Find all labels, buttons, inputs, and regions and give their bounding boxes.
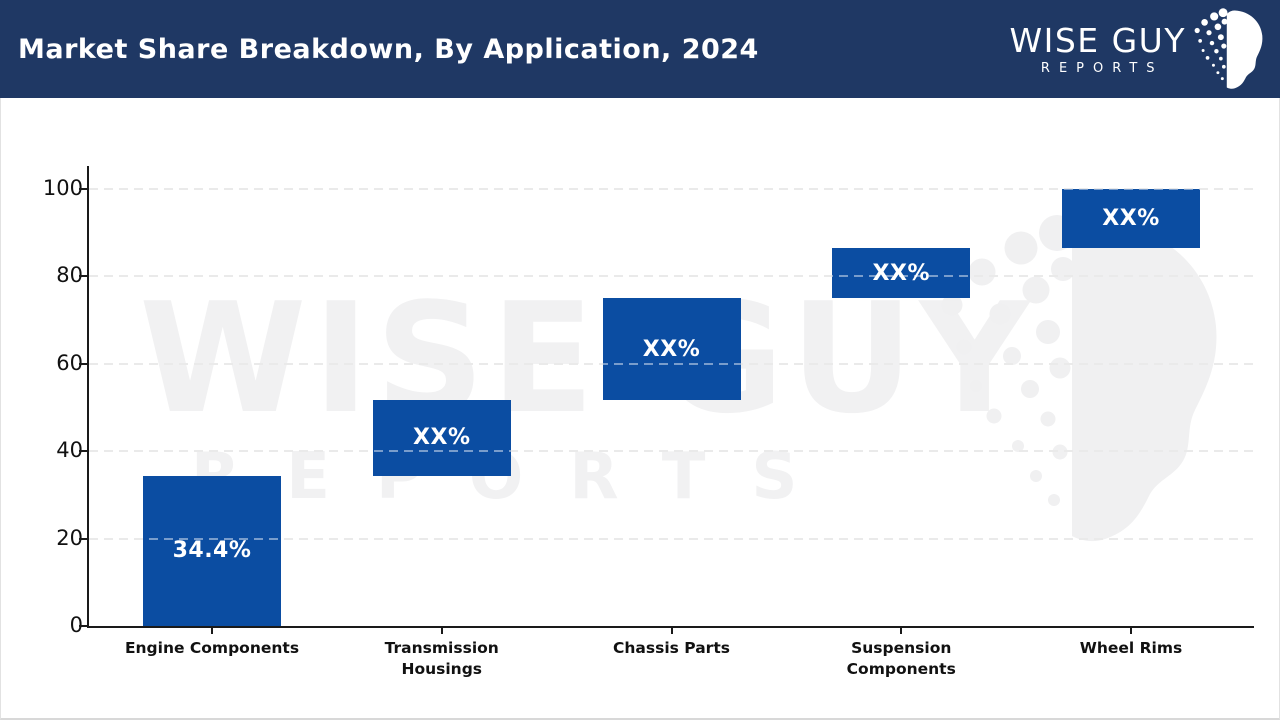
gridline <box>89 275 1254 277</box>
gridline-overlay <box>89 275 1254 277</box>
y-tick-mark <box>79 625 87 627</box>
gridline <box>89 450 1254 452</box>
watermark-layer: WISE GUY REPORTS <box>1 98 1279 718</box>
y-tick-label: 0 <box>69 613 83 637</box>
bar-value-label: XX% <box>872 260 930 286</box>
header-bar: Market Share Breakdown, By Application, … <box>0 0 1280 98</box>
plot-area: 0 20 40 60 80 100 34.4% Engine Components XX% Tra… <box>1 98 1279 718</box>
x-tick-mark <box>440 628 443 634</box>
logo-brand-text: WISE GUY <box>1009 20 1186 60</box>
category-label: Transmission Housings <box>384 639 499 678</box>
waterfall-bar: XX% <box>1062 188 1200 249</box>
y-tick-label: 60 <box>56 350 83 375</box>
watermark-brand-text: WISE GUY <box>139 270 1036 447</box>
y-tick-mark <box>79 187 87 190</box>
waterfall-bar: XX% <box>372 400 511 476</box>
x-tick-mark <box>900 628 903 634</box>
y-tick-label: 20 <box>56 525 83 550</box>
x-tick-mark <box>211 628 213 634</box>
waterfall-bar: XX% <box>602 298 741 401</box>
waterfall-bar: 34.4% <box>143 475 281 626</box>
y-tick-mark <box>79 450 87 452</box>
gridline-overlay <box>89 537 1254 540</box>
x-axis-line <box>87 626 1254 628</box>
y-axis-line <box>87 166 89 628</box>
category-label: Engine Components <box>124 639 300 657</box>
gridline <box>89 187 1254 190</box>
chart-canvas: WISE GUY REPORTS 0 20 40 60 80 100 34.4% Engine… <box>0 98 1280 720</box>
y-tick-mark <box>79 275 87 277</box>
y-tick-label: 100 <box>42 175 83 200</box>
bar-value-label: 34.4% <box>172 538 252 564</box>
waterfall-bar: XX% <box>832 248 971 299</box>
bar-value-label: XX% <box>642 336 701 362</box>
wise-guy-face-icon <box>1194 8 1263 89</box>
category-label: Suspension Components <box>846 639 956 678</box>
y-tick-label: 80 <box>56 263 83 287</box>
bar-value-label: XX% <box>1102 205 1160 231</box>
gridline-overlay <box>89 450 1254 452</box>
gridline-overlay <box>89 362 1254 365</box>
wise-guy-logo: WISE GUY REPORTS <box>1009 7 1280 91</box>
category-label: Wheel Rims <box>1079 639 1183 657</box>
logo-sub-text: REPORTS <box>1040 60 1164 76</box>
y-tick-mark <box>79 537 87 540</box>
gridline-overlay <box>89 187 1254 190</box>
y-tick-label: 40 <box>56 438 83 462</box>
x-tick-mark <box>1130 628 1132 634</box>
gridline <box>89 537 1254 540</box>
x-tick-mark <box>670 628 673 634</box>
y-tick-mark <box>79 362 87 365</box>
page-title: Market Share Breakdown, By Application, … <box>18 33 759 65</box>
category-label: Chassis Parts <box>613 639 730 657</box>
bar-value-label: XX% <box>413 425 471 451</box>
